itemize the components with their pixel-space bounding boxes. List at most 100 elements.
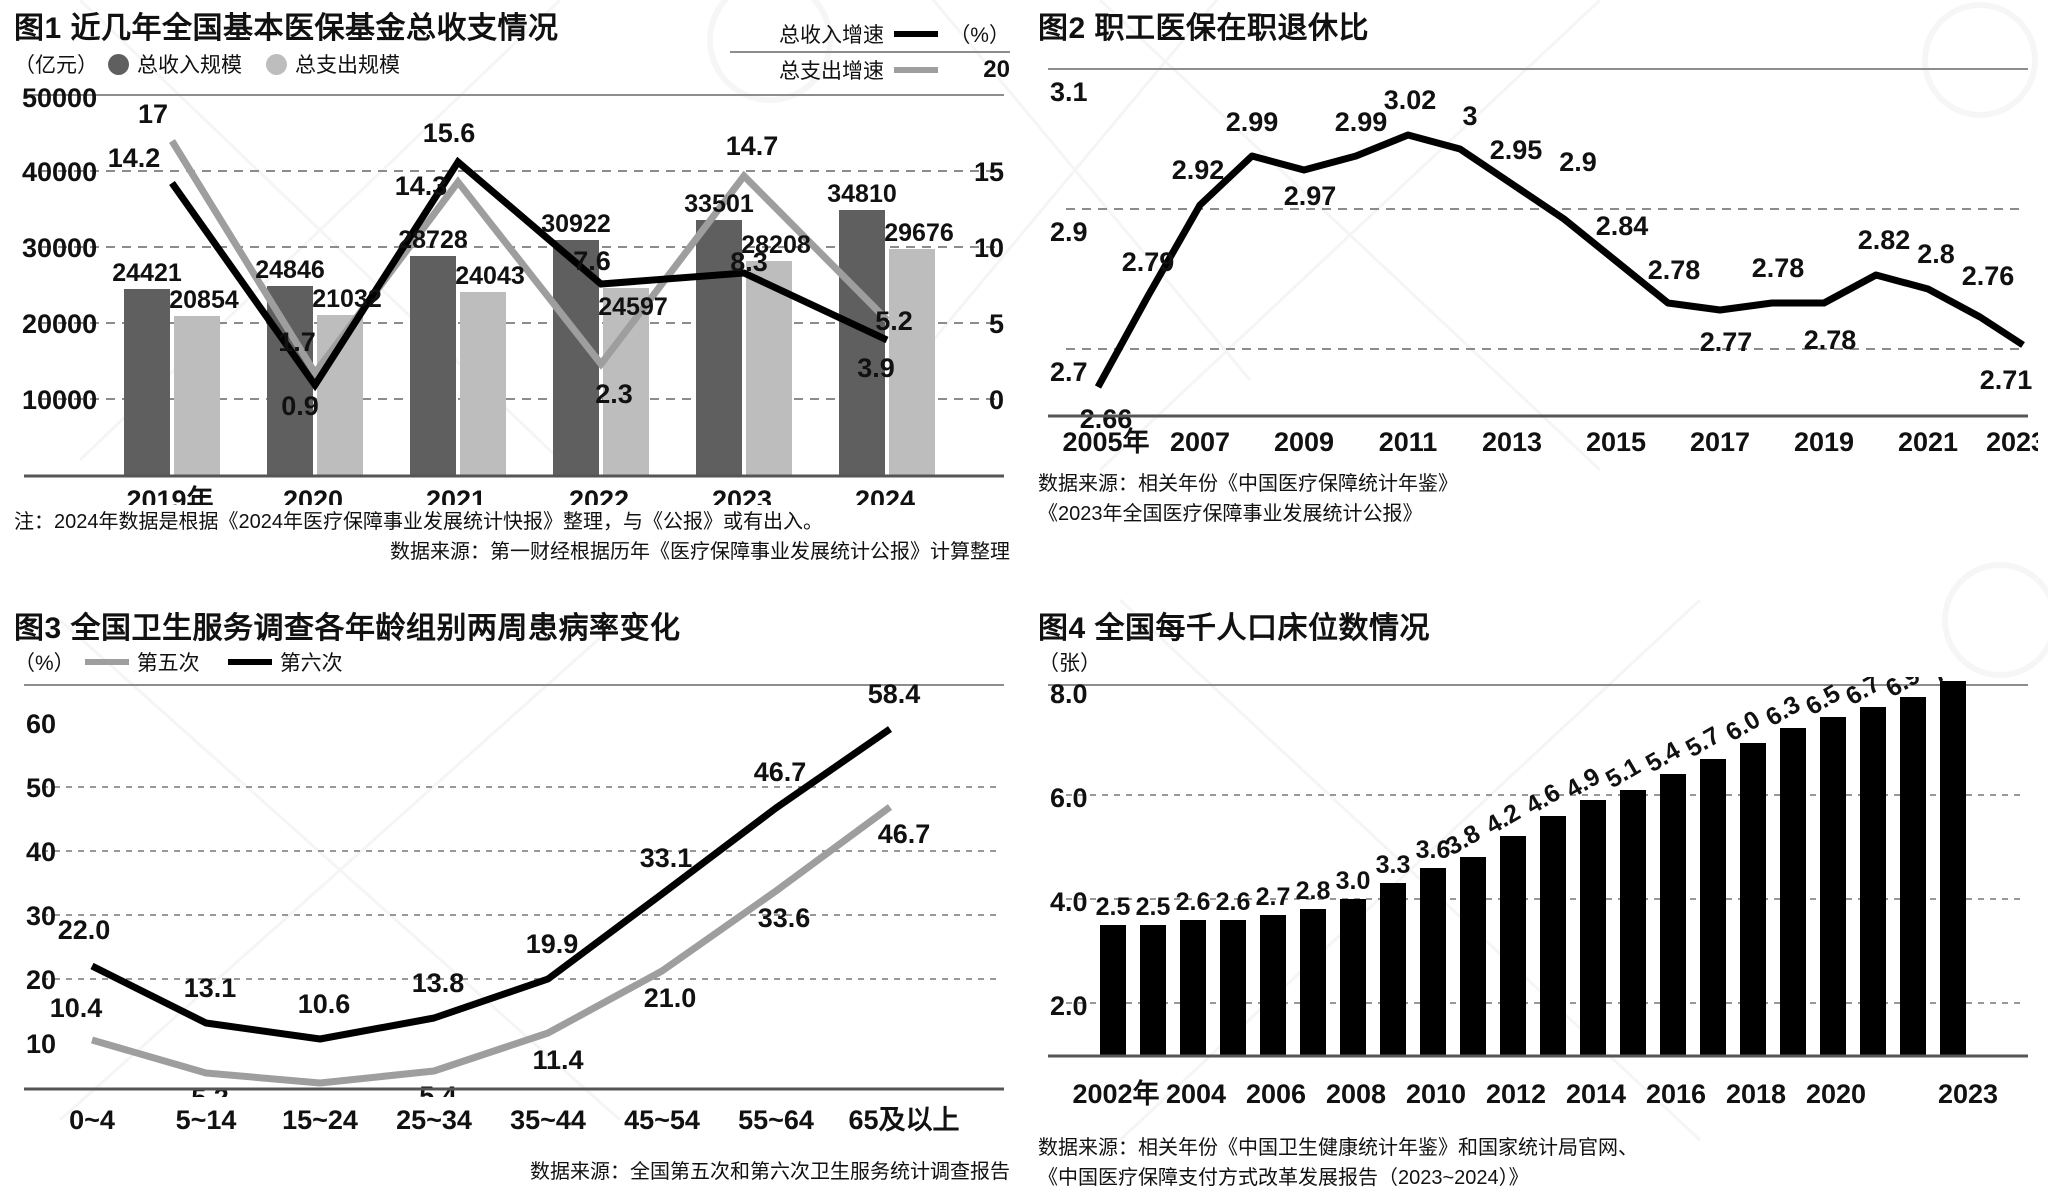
svg-text:50000: 50000: [22, 85, 97, 113]
bar-2012: [1500, 836, 1526, 1055]
chart1-legend-item-income-growth: 总收入增速 （%）: [730, 19, 1010, 49]
svg-text:2006: 2006: [1246, 1079, 1306, 1109]
svg-text:33501: 33501: [684, 190, 754, 218]
svg-text:20000: 20000: [22, 309, 97, 339]
chart3-notes: 数据来源：全国第五次和第六次卫生服务统计调查报告: [14, 1157, 1010, 1187]
svg-text:24597: 24597: [598, 293, 668, 321]
svg-text:33.6: 33.6: [758, 903, 811, 933]
chart3-gridlines: [42, 786, 1000, 980]
chart4-note-2: 《中国医疗保障支付方式改革发展报告（2023~2024）》: [1038, 1167, 1529, 1189]
svg-text:2.7: 2.7: [1050, 357, 1088, 387]
svg-text:5.1: 5.1: [1601, 752, 1645, 794]
chart1-x-axis: 2019年 2020 2021 2022 2023 2024: [126, 484, 915, 505]
svg-text:22.0: 22.0: [58, 915, 111, 945]
svg-text:10.4: 10.4: [50, 993, 103, 1023]
svg-text:10: 10: [26, 1029, 56, 1059]
chart4-title: 图4 全国每千人口床位数情况: [1038, 612, 1431, 645]
svg-text:2.8: 2.8: [1296, 877, 1331, 905]
bar-income-2024: [839, 210, 885, 475]
chart4-notes: 数据来源：相关年份《中国卫生健康统计年鉴》和国家统计局官网、 《中国医疗保障支付…: [1038, 1133, 2034, 1193]
svg-text:6.7: 6.7: [1841, 677, 1885, 711]
chart3-x-axis: 0~4 5~14 15~24 25~34 35~44 45~54 55~64 6…: [69, 1105, 959, 1135]
bar-2009: [1380, 883, 1406, 1055]
svg-text:14.2: 14.2: [108, 143, 161, 173]
bar-2004: [1180, 920, 1206, 1055]
svg-text:3: 3: [1462, 101, 1477, 131]
svg-text:21.0: 21.0: [644, 983, 697, 1013]
chart3-note-1: 数据来源：全国第五次和第六次卫生服务统计调查报告: [530, 1161, 1010, 1183]
svg-text:5.7: 5.7: [1681, 721, 1725, 763]
chart4-note-1: 数据来源：相关年份《中国卫生健康统计年鉴》和国家统计局官网、: [1038, 1137, 1638, 1159]
svg-text:2023: 2023: [1938, 1079, 1998, 1109]
panel-chart1: 图1 近几年全国基本医保基金总收支情况 （亿元） 总收入规模 总支出规模 总收入…: [0, 0, 1024, 600]
svg-text:10.6: 10.6: [298, 989, 351, 1019]
svg-text:13.8: 13.8: [412, 968, 465, 998]
svg-text:2021: 2021: [1898, 427, 1958, 457]
chart1-legend-right: 总收入增速 （%） 总支出增速 20: [730, 19, 1010, 85]
bar-income-2021: [410, 256, 456, 475]
svg-text:2.78: 2.78: [1804, 325, 1857, 355]
bar-2019: [1780, 728, 1806, 1055]
svg-text:50: 50: [26, 773, 56, 803]
bar-2007: [1300, 909, 1326, 1055]
svg-text:3.1: 3.1: [1050, 77, 1088, 107]
svg-text:2017: 2017: [1690, 427, 1750, 457]
bar-2006: [1260, 915, 1286, 1055]
svg-text:15: 15: [974, 157, 1004, 187]
chart2-plot: 3.1 2.9 2.7 2.66 2.79 2.92 2.99 2.97 2.9…: [1038, 59, 2038, 459]
chart1-legend-label-expense-growth: 总支出增速: [779, 60, 884, 83]
bar-2002: [1100, 925, 1126, 1055]
svg-text:6.0: 6.0: [1721, 705, 1765, 747]
svg-text:14.3: 14.3: [395, 171, 448, 201]
svg-text:2.9: 2.9: [1559, 147, 1597, 177]
line-swatch-black-icon: [227, 659, 272, 665]
panel-chart3: 图3 全国卫生服务调查各年龄组别两周患病率变化 （%） 第五次 第六次: [0, 600, 1024, 1200]
svg-text:2.6: 2.6: [1216, 888, 1251, 916]
svg-text:40000: 40000: [22, 157, 97, 187]
svg-text:60: 60: [26, 709, 56, 739]
svg-text:55~64: 55~64: [738, 1105, 814, 1135]
svg-text:2022: 2022: [569, 485, 629, 505]
svg-text:8.3: 8.3: [730, 247, 768, 277]
svg-text:30: 30: [26, 901, 56, 931]
svg-text:45~54: 45~54: [624, 1105, 700, 1135]
svg-text:35~44: 35~44: [510, 1105, 586, 1135]
svg-text:2007: 2007: [1170, 427, 1230, 457]
svg-text:2.0: 2.0: [1050, 991, 1088, 1021]
svg-text:2.82: 2.82: [1858, 225, 1911, 255]
bar-expense-2019: [174, 316, 220, 475]
svg-text:4.9: 4.9: [1561, 762, 1605, 804]
bar-2014: [1580, 800, 1606, 1055]
circle-icon-light: [266, 53, 287, 75]
svg-text:28728: 28728: [398, 226, 468, 254]
line-swatch-gray-icon: [84, 659, 129, 665]
chart2-y-axis: 3.1 2.9 2.7: [1050, 77, 1088, 387]
svg-text:2019: 2019: [1794, 427, 1854, 457]
svg-text:20854: 20854: [169, 286, 239, 314]
bar-2016: [1660, 774, 1686, 1055]
svg-text:24043: 24043: [455, 262, 525, 290]
chart3-labels-sixth: 22.0 13.1 10.6 13.8 19.9 33.1 46.7 58.4: [58, 679, 921, 1019]
chart2-svg: 3.1 2.9 2.7 2.66 2.79 2.92 2.99 2.97 2.9…: [1048, 68, 2038, 457]
bar-2008: [1340, 899, 1366, 1055]
svg-text:2009: 2009: [1274, 427, 1334, 457]
svg-text:5.4: 5.4: [1641, 736, 1685, 778]
circle-icon-dark: [108, 53, 129, 75]
svg-text:2.71: 2.71: [1980, 365, 2033, 395]
chart3-plot: 60 50 40 30 20 10 22.0 13.1 10.6 13.8 19…: [14, 677, 1010, 1163]
chart1-legend-label-income: 总收入规模: [137, 54, 242, 77]
svg-text:2.3: 2.3: [595, 379, 633, 409]
bar-2021: [1860, 707, 1886, 1055]
chart3-legend: （%） 第五次 第六次: [14, 647, 1010, 677]
svg-text:15~24: 15~24: [282, 1105, 358, 1135]
svg-text:7.6: 7.6: [573, 246, 611, 276]
svg-text:1.7: 1.7: [278, 327, 316, 357]
chart4-x-axis-svg: 2002年 2004 2006 2008 2010 2012 2014 2016…: [1072, 1078, 1998, 1109]
svg-text:65及以上: 65及以上: [848, 1105, 959, 1135]
chart1-legend-item-expense-growth: 总支出增速 20: [730, 55, 1010, 85]
bar-income-2020: [267, 286, 313, 475]
chart2-x-axis: 2005年 2007 2009 2011 2013 2015 2017 2019…: [1062, 426, 2038, 457]
svg-text:2.95: 2.95: [1490, 135, 1543, 165]
chart4-svg: 8.0 6.0 4.0 2.0: [1048, 677, 2028, 1058]
svg-text:2020: 2020: [283, 485, 343, 505]
